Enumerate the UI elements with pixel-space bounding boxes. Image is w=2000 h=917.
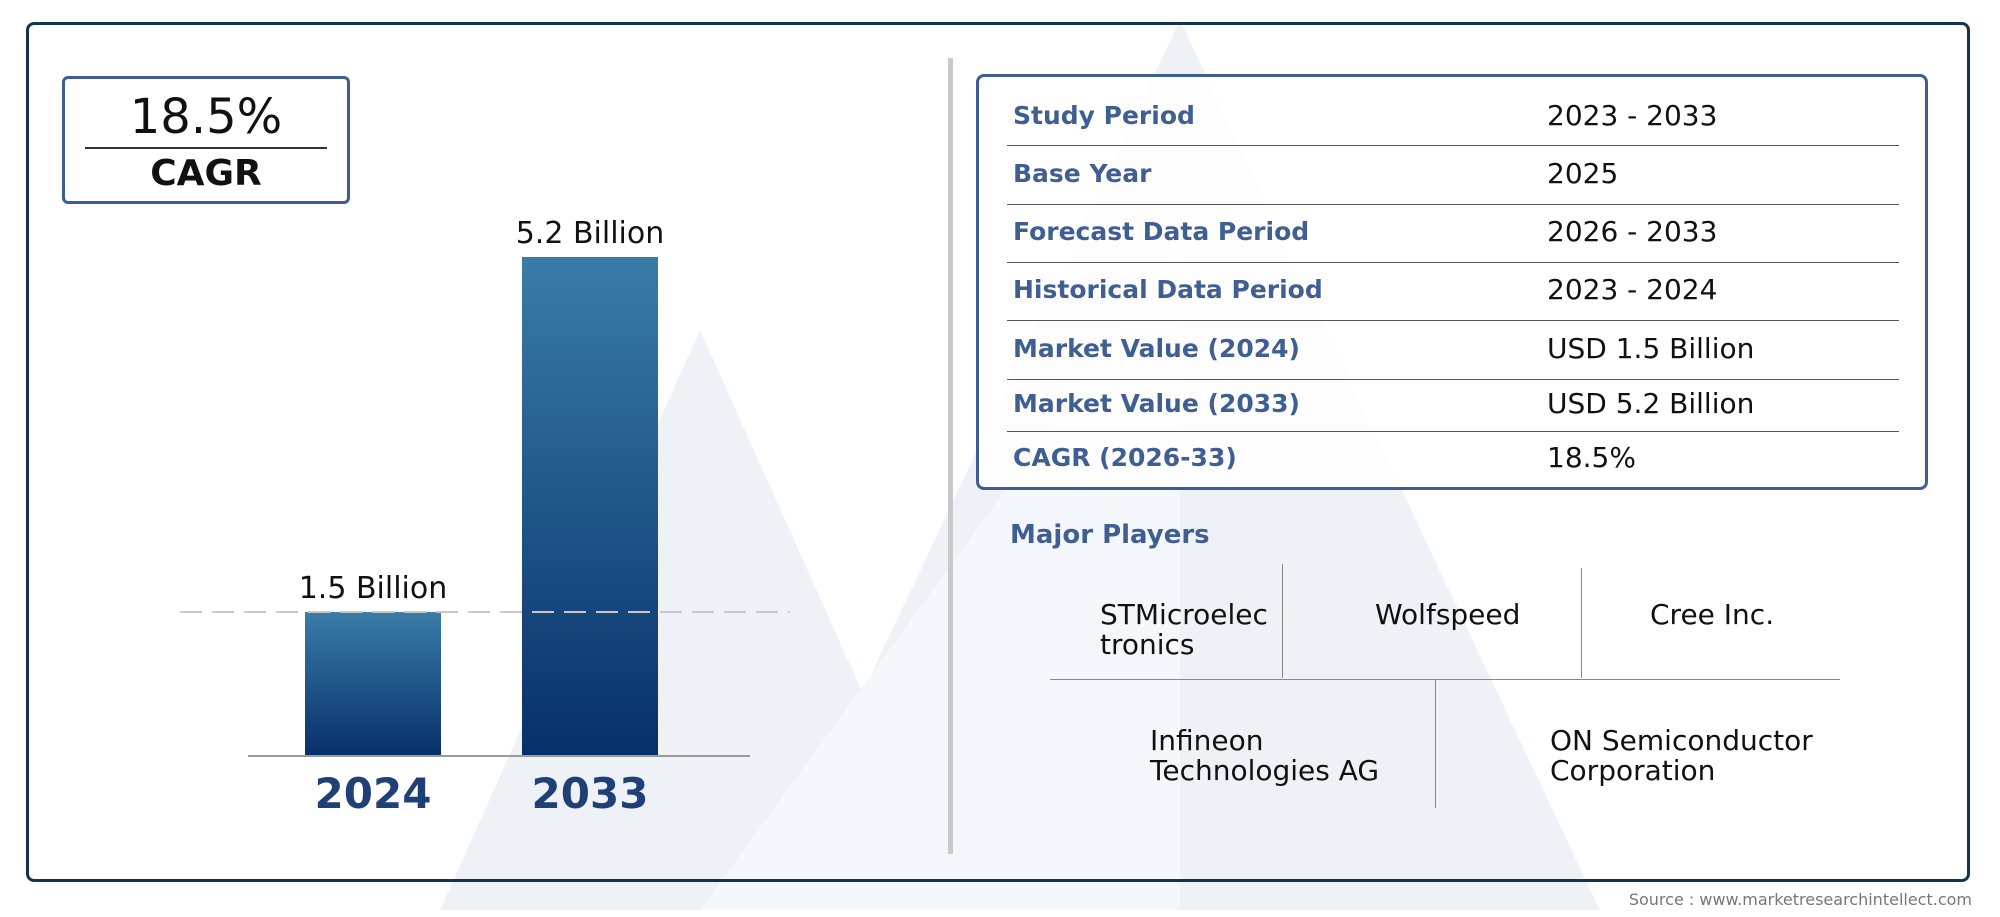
players-divider [1282, 564, 1283, 678]
cagr-divider [85, 147, 327, 149]
bar-2033 [522, 257, 658, 756]
info-row: Market Value (2033) USD 5.2 Billion [1007, 379, 1899, 432]
info-row: Base Year 2025 [1007, 145, 1899, 205]
info-label: CAGR (2026-33) [1013, 443, 1237, 472]
player-name: Cree Inc. [1650, 598, 1775, 631]
cagr-label: CAGR [150, 153, 262, 194]
player-name: ON Semiconductor Corporation [1550, 724, 1813, 787]
player-name: Infineon Technologies AG [1150, 724, 1380, 787]
info-value: USD 5.2 Billion [1547, 387, 1755, 420]
bar-2024 [305, 612, 441, 756]
info-label: Study Period [1013, 101, 1195, 130]
info-row: Forecast Data Period 2026 - 2033 [1007, 204, 1899, 263]
info-value: 2026 - 2033 [1547, 215, 1718, 248]
info-value: USD 1.5 Billion [1547, 331, 1755, 365]
cagr-box: 18.5% CAGR [62, 76, 350, 204]
major-players-title: Major Players [1010, 520, 1210, 550]
player-name: STMicroelec tronics [1100, 598, 1268, 661]
info-value: 2023 - 2024 [1547, 273, 1718, 306]
info-value: 2025 [1547, 156, 1619, 190]
source-note: Source : www.marketresearchintellect.com [1628, 890, 1972, 909]
data-label: 1.5 Billion [299, 571, 448, 606]
market-info-table: Study Period 2023 - 2033 Base Year 2025 Fore… [976, 74, 1928, 490]
info-label: Forecast Data Period [1013, 217, 1310, 246]
info-label: Base Year [1013, 158, 1152, 188]
player-name: Wolfspeed [1375, 598, 1521, 631]
info-row: Market Value (2024) USD 1.5 Billion [1007, 320, 1899, 380]
cagr-value: 18.5% [129, 89, 283, 145]
data-label: 5.2 Billion [516, 216, 665, 251]
players-divider [1050, 679, 1840, 680]
section-divider [948, 58, 953, 854]
info-label: Historical Data Period [1013, 275, 1323, 304]
info-label: Market Value (2024) [1013, 333, 1300, 363]
x-tick-label: 2024 [315, 769, 432, 818]
players-divider [1581, 568, 1582, 678]
info-value: 18.5% [1547, 441, 1636, 474]
info-label: Market Value (2033) [1013, 389, 1300, 418]
info-row: Historical Data Period 2023 - 2024 [1007, 262, 1899, 321]
info-row: Study Period 2023 - 2033 [1007, 89, 1899, 146]
bar-chart: 1.5 Billion 2024 5.2 Billion 2033 [180, 216, 790, 818]
info-row: CAGR (2026-33) 18.5% [1007, 431, 1899, 487]
info-value: 2023 - 2033 [1547, 99, 1718, 132]
x-tick-label: 2033 [532, 769, 649, 818]
players-divider [1435, 680, 1436, 808]
content-frame [26, 22, 1970, 882]
